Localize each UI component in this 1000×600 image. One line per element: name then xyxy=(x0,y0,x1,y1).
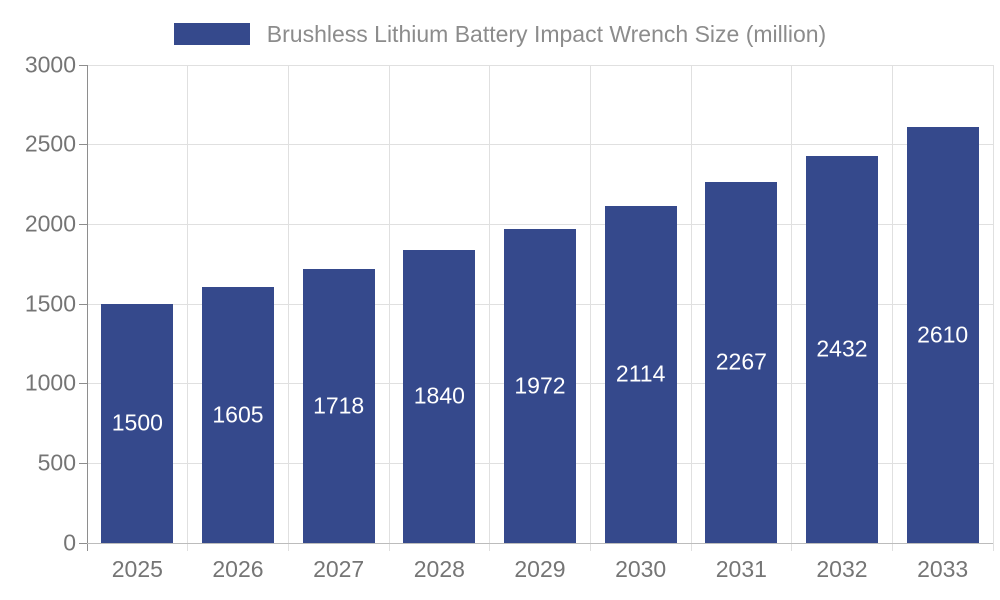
y-tick-label: 500 xyxy=(37,449,76,476)
bar-value-label: 2432 xyxy=(816,335,868,362)
y-axis-tick xyxy=(79,144,87,146)
bar-value-label: 1500 xyxy=(111,409,163,436)
v-gridline xyxy=(489,65,491,551)
y-tick-label: 2500 xyxy=(24,131,76,158)
h-gridline xyxy=(87,144,993,146)
bar-value-label: 2114 xyxy=(615,360,666,387)
x-tick-label: 2029 xyxy=(514,556,566,582)
y-axis-tick xyxy=(79,542,87,544)
bar xyxy=(504,228,576,543)
bar-value-label: 1718 xyxy=(313,392,365,419)
bar xyxy=(202,287,274,543)
x-tick-label: 2032 xyxy=(816,556,868,582)
bar xyxy=(806,155,878,543)
bar-value-label: 2610 xyxy=(917,321,969,348)
y-axis-tick xyxy=(79,64,87,66)
legend[interactable]: Brushless Lithium Battery Impact Wrench … xyxy=(0,21,1000,47)
v-gridline xyxy=(992,65,994,551)
y-axis-line xyxy=(86,65,88,551)
bar-value-label: 1972 xyxy=(514,372,566,399)
x-axis-line xyxy=(80,542,993,544)
y-tick-label: 2000 xyxy=(24,210,76,237)
bar-value-label: 1840 xyxy=(413,382,465,409)
legend-swatch[interactable] xyxy=(173,23,250,45)
y-tick-label: 1000 xyxy=(24,370,76,397)
x-tick-label: 2028 xyxy=(413,556,465,582)
bar-value-label: 1605 xyxy=(212,401,264,428)
v-gridline xyxy=(891,65,893,551)
bar xyxy=(101,304,174,543)
h-gridline xyxy=(87,64,993,66)
x-tick-label: 2030 xyxy=(615,556,667,582)
y-tick-label: 3000 xyxy=(24,51,76,78)
v-gridline xyxy=(388,65,390,551)
v-gridline xyxy=(690,65,692,551)
plot-area: 0 500 1000 1500 2000 2500 3000 1500 2025 1605 2026… xyxy=(25,52,994,582)
x-tick-label: 2025 xyxy=(111,556,163,582)
v-gridline xyxy=(791,65,793,551)
bar-value-label: 2267 xyxy=(715,348,767,375)
bar xyxy=(403,249,476,543)
y-tick-label: 1500 xyxy=(24,290,76,317)
v-gridline xyxy=(187,65,189,551)
x-tick-label: 2033 xyxy=(917,556,969,582)
v-gridline xyxy=(287,65,289,551)
bar xyxy=(906,127,979,543)
y-axis-tick xyxy=(79,303,87,305)
y-axis-tick xyxy=(79,462,87,464)
x-tick-label: 2031 xyxy=(715,556,767,582)
y-axis-tick xyxy=(79,223,87,225)
bar xyxy=(604,206,677,543)
x-tick-label: 2026 xyxy=(212,556,264,582)
x-tick-label: 2027 xyxy=(313,556,365,582)
h-gridline xyxy=(87,223,993,225)
y-tick-label: 0 xyxy=(63,529,76,556)
legend-label[interactable]: Brushless Lithium Battery Impact Wrench … xyxy=(266,20,827,47)
v-gridline xyxy=(589,65,591,551)
y-axis-tick xyxy=(79,383,87,385)
bar xyxy=(705,181,778,543)
bar xyxy=(302,269,375,543)
